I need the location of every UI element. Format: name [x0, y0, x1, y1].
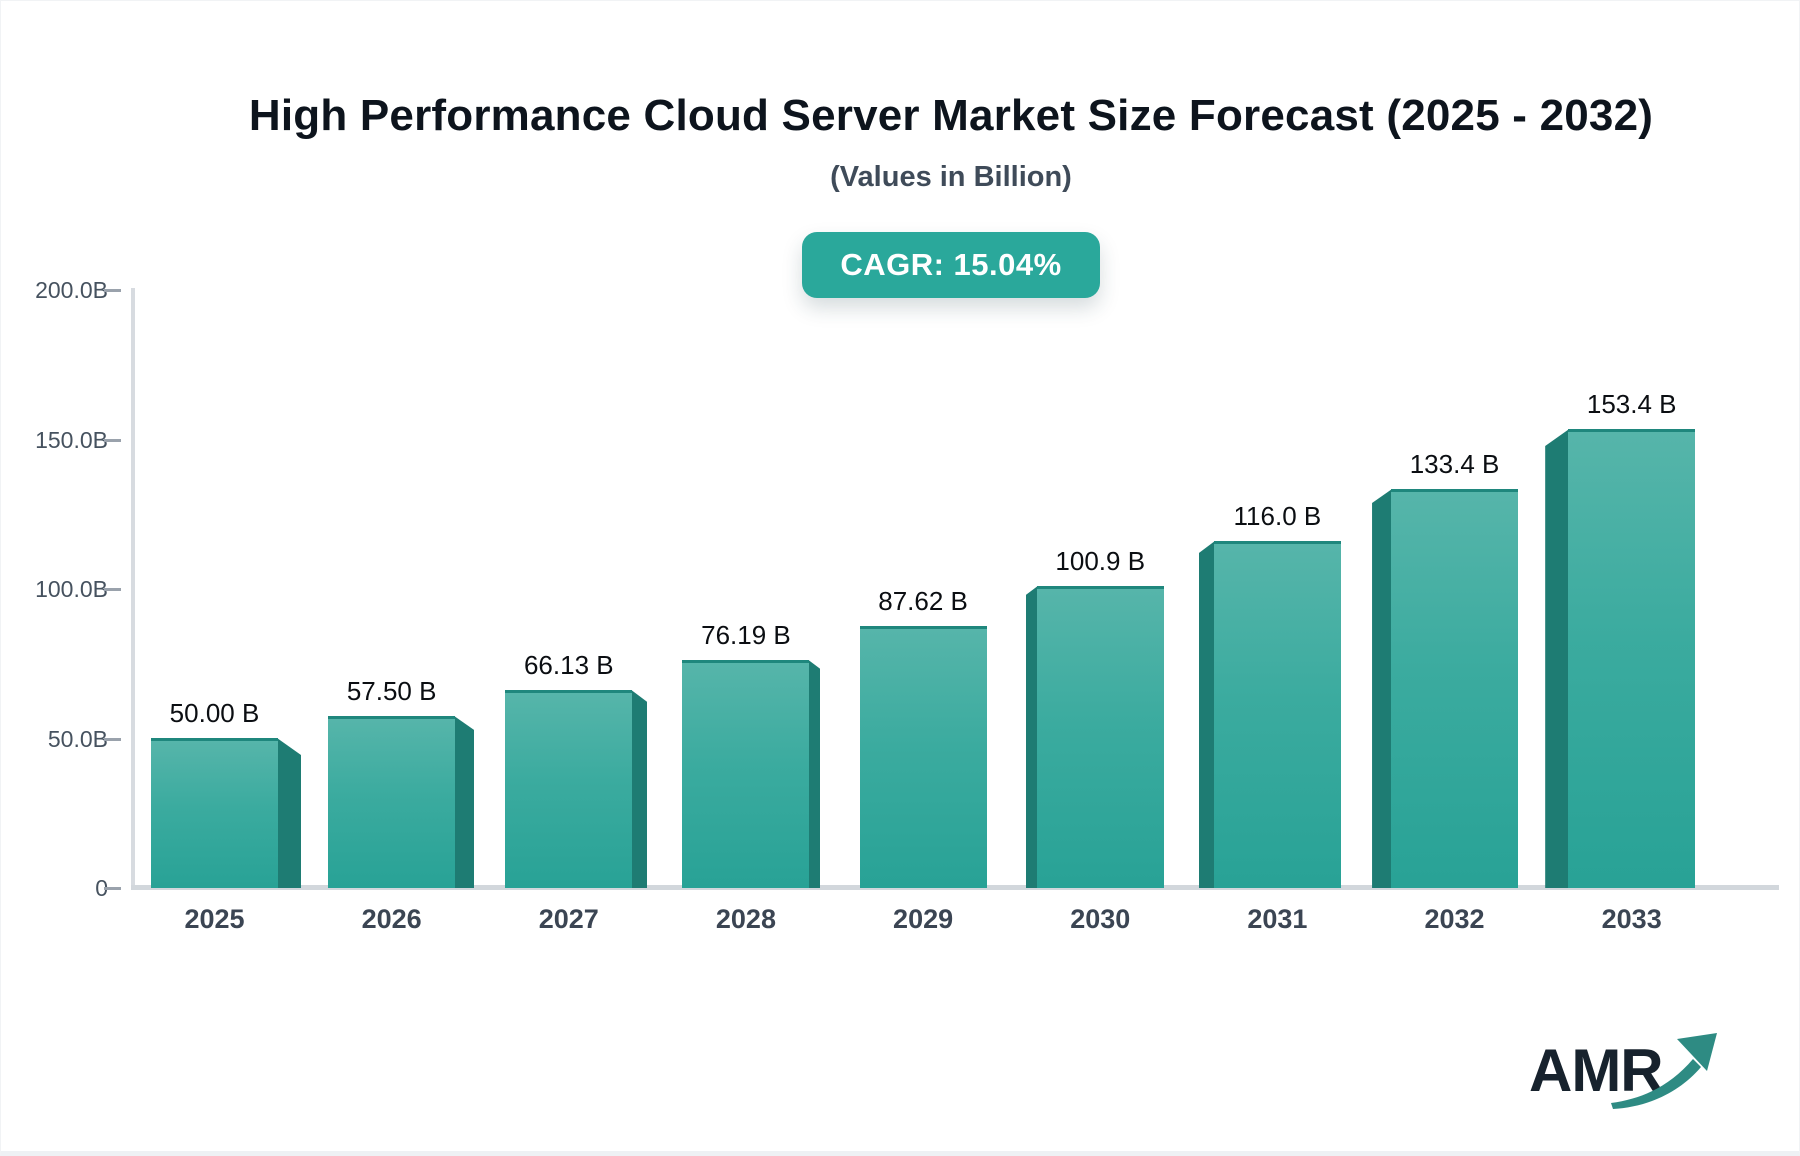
x-axis-label-2028: 2028: [715, 904, 776, 934]
bar-value-label-2032: 133.4 B: [1409, 449, 1500, 479]
bar-value-label-2030: 100.9 B: [1055, 546, 1146, 576]
bar-side-2030[interactable]: [1025, 586, 1038, 888]
x-axis-label-2027: 2027: [538, 904, 599, 934]
x-axis-label-2029: 2029: [893, 904, 954, 934]
bar-value-label-2029: 87.62 B: [878, 586, 968, 616]
chart-subtitle: (Values in Billion): [830, 161, 1072, 193]
cagr-badge: CAGR: 15.04%: [802, 232, 1100, 298]
amr-logo-text: AMR: [1529, 1037, 1664, 1104]
bar-side-2027[interactable]: [631, 690, 648, 888]
badge-row: CAGR: 15.04%: [141, 232, 1761, 298]
bar-2029[interactable]: [859, 626, 987, 888]
bar-side-2025[interactable]: [277, 738, 301, 888]
bar-2033[interactable]: [1568, 429, 1696, 888]
bar-value-label-2026: 57.50 B: [346, 676, 437, 706]
y-axis-tick-50.0B: [104, 737, 121, 741]
y-axis-label-150.0B: 150.0B: [35, 426, 108, 453]
chart-title: High Performance Cloud Server Market Siz…: [248, 91, 1654, 140]
y-axis-label-50.0B: 50.0B: [47, 725, 108, 752]
bar-2026[interactable]: [328, 716, 456, 888]
x-axis-label-2033: 2033: [1601, 904, 1662, 934]
x-axis-label-2030: 2030: [1070, 904, 1131, 934]
bar-2030[interactable]: [1036, 586, 1164, 888]
x-axis-label-2026: 2026: [361, 904, 422, 934]
y-axis-label-0: 0: [95, 875, 108, 901]
x-axis-label-2025: 2025: [184, 904, 245, 934]
bar-value-label-2033: 153.4 B: [1586, 389, 1677, 419]
amr-logo: AMR: [1529, 1033, 1717, 1109]
y-axis-tick-150.0B: [104, 438, 121, 442]
bar-2032[interactable]: [1391, 489, 1519, 888]
bar-value-label-2031: 116.0 B: [1233, 501, 1322, 531]
y-axis-label-100.0B: 100.0B: [35, 576, 108, 602]
bar-side-2032[interactable]: [1372, 489, 1393, 888]
bar-2025[interactable]: [151, 738, 278, 888]
bar-side-2033[interactable]: [1545, 429, 1570, 888]
y-axis-tick-100.0B: [104, 588, 121, 591]
bar-side-2031[interactable]: [1198, 541, 1215, 888]
bar-value-label-2027: 66.13 B: [523, 650, 614, 680]
y-axis-line: [131, 288, 135, 890]
growth-arrow-icon: [1611, 1033, 1717, 1109]
bar-value-label-2028: 76.19 B: [701, 620, 791, 650]
x-axis-label-2032: 2032: [1424, 904, 1485, 934]
bar-2028[interactable]: [682, 660, 810, 888]
y-axis-tick-0: [104, 887, 121, 890]
y-axis-tick-200.0B: [104, 289, 121, 292]
bar-side-2026[interactable]: [454, 716, 475, 888]
y-axis-label-200.0B: 200.0B: [35, 277, 108, 303]
bar-2031[interactable]: [1213, 541, 1341, 888]
chart-header: High Performance Cloud Server Market Siz…: [141, 1, 1761, 298]
x-axis-label-2031: 2031: [1247, 904, 1308, 934]
bar-value-label-2025: 50.00 B: [169, 698, 260, 728]
bar-2027[interactable]: [505, 690, 633, 888]
bar-side-2028[interactable]: [808, 660, 821, 888]
